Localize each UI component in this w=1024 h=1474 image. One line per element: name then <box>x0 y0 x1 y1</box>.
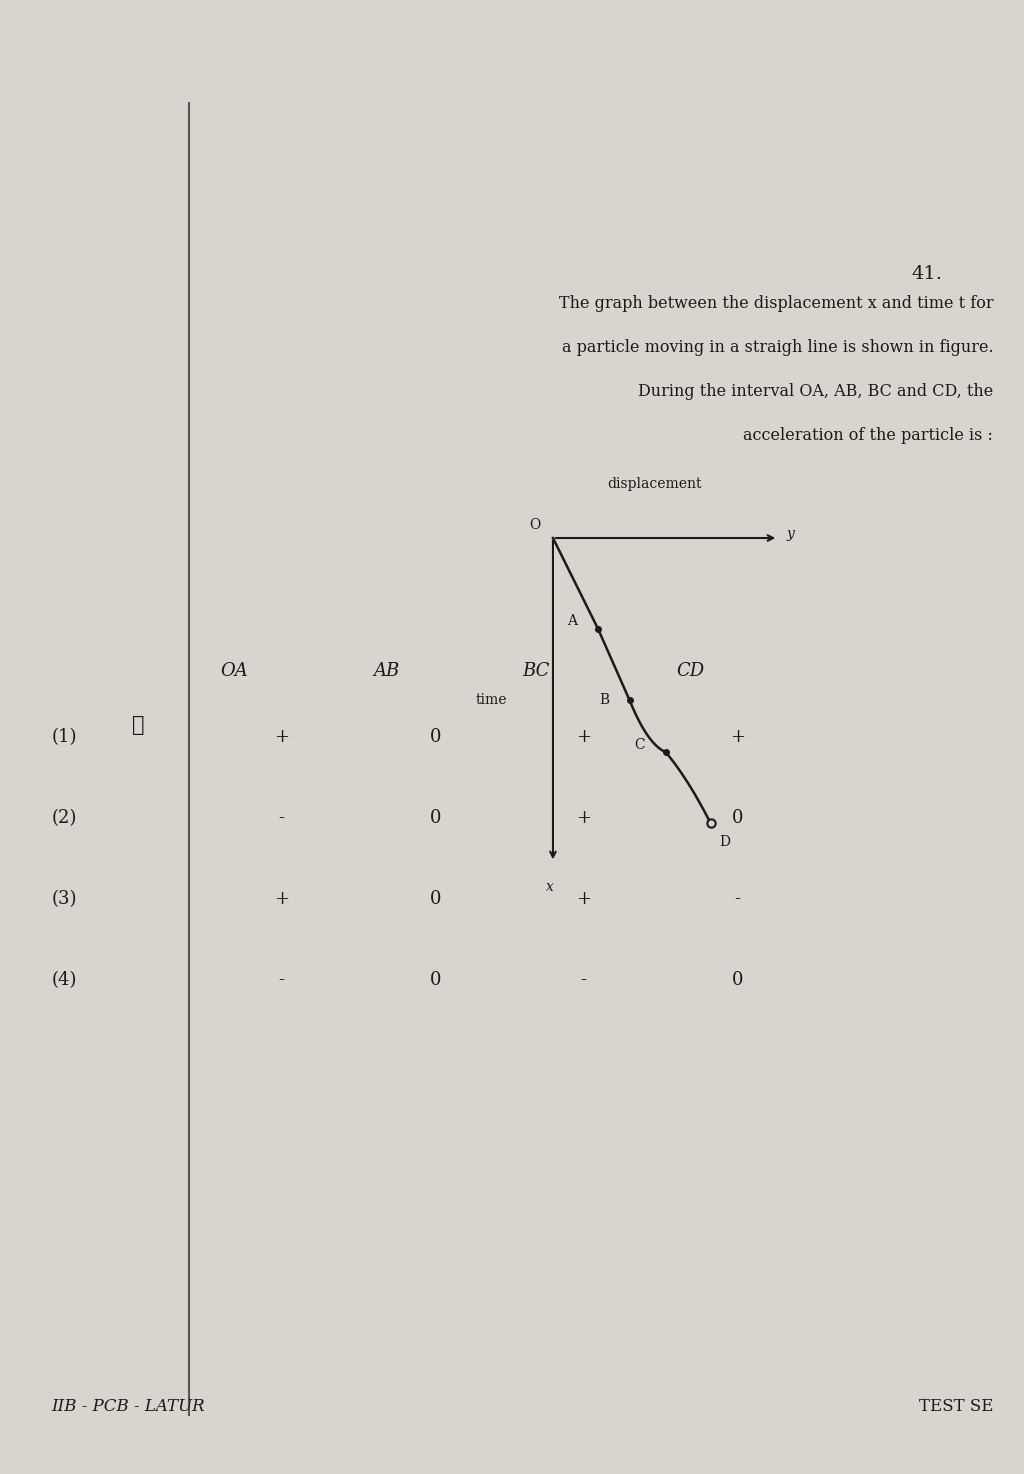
Text: BC: BC <box>522 662 550 680</box>
Text: D: D <box>719 836 730 849</box>
Text: B: B <box>599 693 609 708</box>
Text: -: - <box>279 971 285 989</box>
Text: 0: 0 <box>429 809 441 827</box>
Text: (4): (4) <box>51 971 77 989</box>
Text: y: y <box>786 526 795 541</box>
Text: +: + <box>577 809 591 827</box>
Text: -: - <box>279 809 285 827</box>
Text: The graph between the displacement x and time t for: The graph between the displacement x and… <box>559 295 993 312</box>
Text: 0: 0 <box>429 728 441 746</box>
Text: AB: AB <box>374 662 400 680</box>
Text: +: + <box>577 890 591 908</box>
Text: 41.: 41. <box>911 265 942 283</box>
Text: 0: 0 <box>429 890 441 908</box>
Text: (2): (2) <box>51 809 77 827</box>
Text: A: A <box>567 615 578 628</box>
Text: +: + <box>577 728 591 746</box>
Text: (1): (1) <box>51 728 77 746</box>
Text: 0: 0 <box>731 809 743 827</box>
Text: CD: CD <box>676 662 703 680</box>
Text: (3): (3) <box>51 890 77 908</box>
Text: x: x <box>546 880 554 893</box>
Text: 0: 0 <box>731 971 743 989</box>
Text: C: C <box>635 737 645 752</box>
Text: a particle moving in a straigh line is shown in figure.: a particle moving in a straigh line is s… <box>561 339 993 357</box>
Text: acceleration of the particle is :: acceleration of the particle is : <box>743 427 993 445</box>
Text: TEST SE: TEST SE <box>919 1397 993 1415</box>
Text: -: - <box>581 971 587 989</box>
Text: displacement: displacement <box>607 478 701 491</box>
Text: ✓: ✓ <box>132 716 144 734</box>
Text: +: + <box>730 728 744 746</box>
Text: -: - <box>734 890 740 908</box>
Text: time: time <box>475 693 507 708</box>
Text: During the interval OA, AB, BC and CD, the: During the interval OA, AB, BC and CD, t… <box>638 383 993 401</box>
Text: IIB - PCB - LATUR: IIB - PCB - LATUR <box>51 1397 205 1415</box>
Text: 0: 0 <box>429 971 441 989</box>
Text: +: + <box>274 728 289 746</box>
Text: O: O <box>529 519 541 532</box>
Text: OA: OA <box>220 662 248 680</box>
Text: +: + <box>274 890 289 908</box>
